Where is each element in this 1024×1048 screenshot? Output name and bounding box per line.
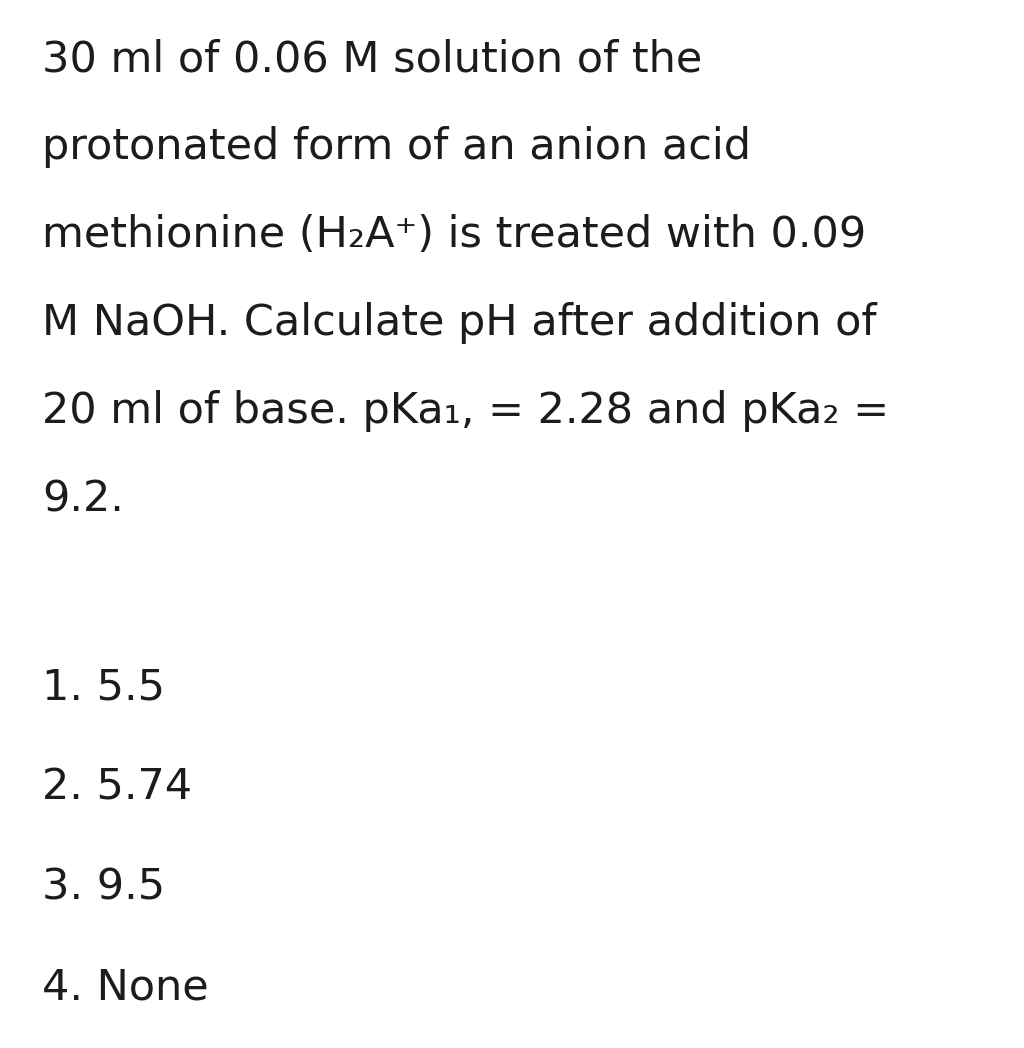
Text: 9.2.: 9.2. — [42, 478, 124, 520]
Text: 4. None: 4. None — [42, 966, 209, 1008]
Text: methionine (H₂A⁺) is treated with 0.09: methionine (H₂A⁺) is treated with 0.09 — [42, 214, 866, 256]
Text: 3. 9.5: 3. 9.5 — [42, 866, 165, 908]
Text: protonated form of an anion acid: protonated form of an anion acid — [42, 126, 751, 168]
Text: 20 ml of base. pKa₁, = 2.28 and pKa₂ =: 20 ml of base. pKa₁, = 2.28 and pKa₂ = — [42, 390, 889, 432]
Text: 2. 5.74: 2. 5.74 — [42, 766, 193, 808]
Text: 30 ml of 0.06 M solution of the: 30 ml of 0.06 M solution of the — [42, 38, 702, 80]
Text: 1. 5.5: 1. 5.5 — [42, 665, 165, 708]
Text: M NaOH. Calculate pH after addition of: M NaOH. Calculate pH after addition of — [42, 302, 877, 344]
